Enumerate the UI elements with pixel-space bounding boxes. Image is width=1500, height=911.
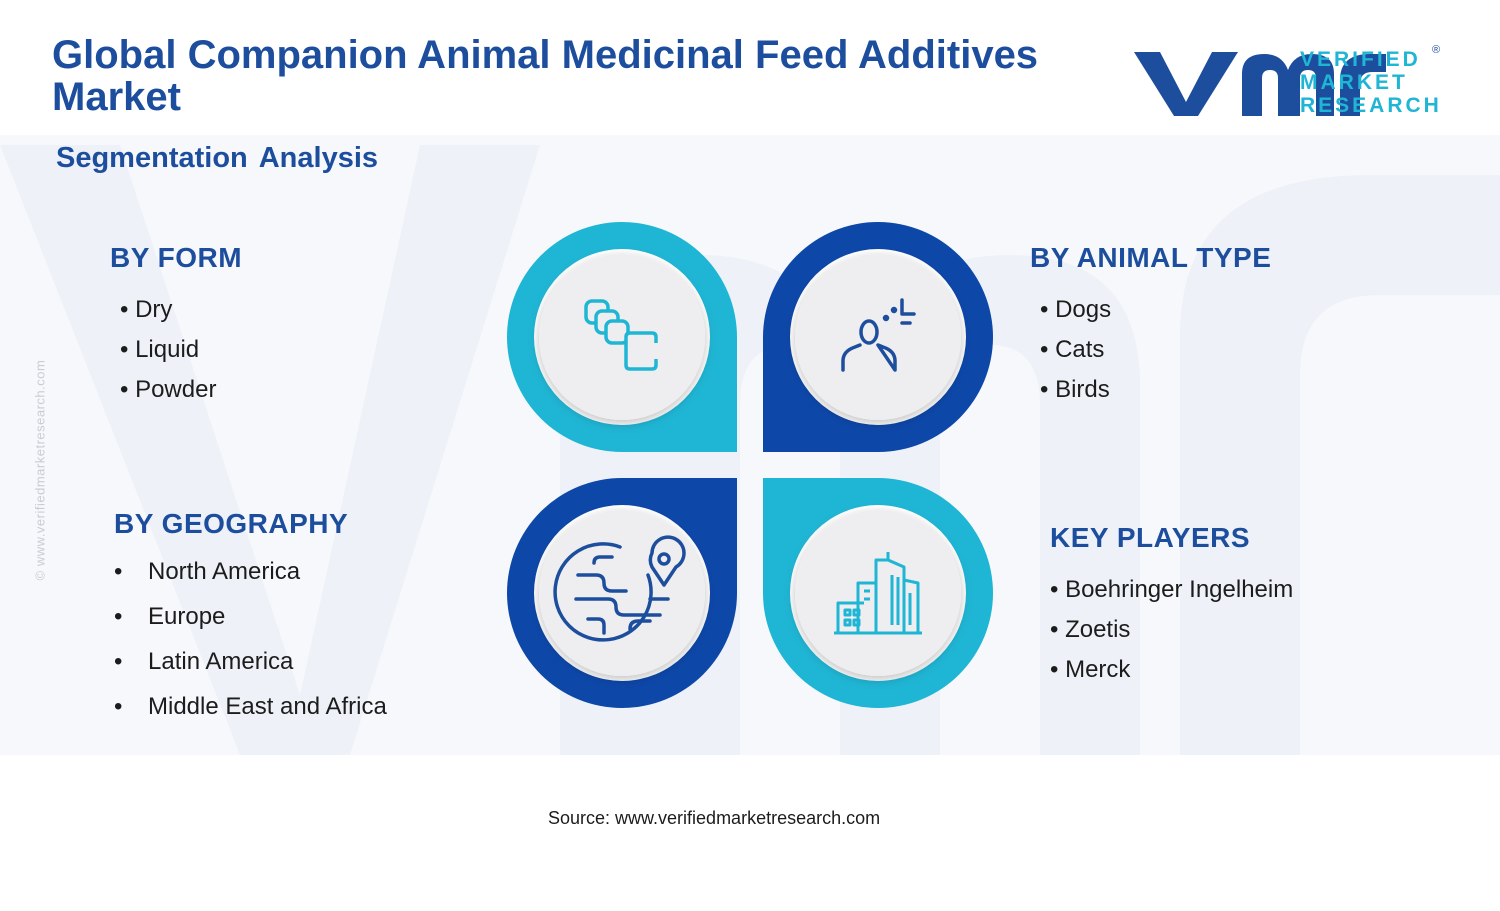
list-item-label: Zoetis [1065,616,1131,643]
list-item-label: Europe [148,603,226,630]
bullet: • [1040,376,1049,403]
petal-geography [507,478,737,708]
bullet: • [1040,296,1049,323]
logo-line-research: RESEARCH [1300,94,1442,117]
segment-list-animal-type: • Dogs • Cats • Birds [1040,290,1111,410]
list-item: • Birds [1040,370,1111,410]
segment-title-form: BY FORM [110,242,243,273]
user-icon [841,298,916,372]
segment-list-geography: • North America • Europe • Latin America • M… [114,549,387,729]
list-item: • Powder [120,370,216,410]
bullet: • [1050,656,1059,683]
list-item: • Dogs [1040,290,1111,330]
vmr-logo-text: VERIFIED MARKET RESEARCH [1300,48,1442,117]
globe-pin-icon [553,535,686,642]
petal-form [507,222,737,452]
segment-title-animal-type: BY ANIMAL TYPE [1030,242,1272,273]
bullet: • [1040,336,1049,363]
petal-key-players [763,478,993,708]
list-item: • Middle East and Africa [114,684,387,729]
page-title: Global Companion Animal Medicinal Feed A… [52,33,1039,119]
registered-mark: ® [1432,44,1441,56]
list-item: • Merck [1050,650,1293,690]
list-item-label: North America [148,558,301,585]
list-item-label: Cats [1055,336,1105,363]
list-item: • North America [114,549,387,594]
list-item-label: Latin America [148,648,294,675]
list-item: • Dry [120,290,216,330]
bullet: • [114,603,123,630]
list-item: • Europe [114,594,387,639]
bullet: • [114,693,123,720]
list-item: • Cats [1040,330,1111,370]
list-item-label: Merck [1065,656,1131,683]
list-item-label: Dogs [1055,296,1112,323]
list-item-label: Powder [135,376,217,403]
list-item-label: Middle East and Africa [148,693,387,720]
segment-title-key-players: KEY PLAYERS [1050,522,1251,553]
list-item: • Boehringer Ingelheim [1050,570,1293,610]
vmr-logo-mark [1134,52,1386,116]
page-subtitle: Segmentation Analysis [56,142,379,174]
bullet: • [1050,616,1059,643]
side-watermark-url: © www.verifiedmarketresearch.com [32,359,48,581]
list-item-label: Liquid [135,336,200,363]
bullet: • [120,376,129,403]
list-item: • Zoetis [1050,610,1293,650]
layers-icon [584,299,658,371]
petal-animal-type [763,222,993,452]
logo-line-verified: VERIFIED [1300,48,1421,71]
list-item-label: Dry [135,296,173,323]
list-item: • Liquid [120,330,216,370]
segmentation-diagram [507,222,993,708]
segment-list-form: • Dry • Liquid • Powder [120,290,216,410]
segment-list-key-players: • Boehringer Ingelheim • Zoetis • Merck [1050,570,1293,690]
bullet: • [114,558,123,585]
list-item-label: Birds [1055,376,1110,403]
bullet: • [1050,576,1059,603]
bullet: • [120,296,129,323]
segment-title-geography: BY GEOGRAPHY [114,508,349,539]
source-note: Source: www.verifiedmarketresearch.com [548,808,881,828]
bullet: • [114,648,123,675]
buildings-icon [834,552,922,635]
list-item-label: Boehringer Ingelheim [1065,576,1294,603]
list-item: • Latin America [114,639,387,684]
bullet: • [120,336,129,363]
logo-line-market: MARKET [1300,71,1408,94]
